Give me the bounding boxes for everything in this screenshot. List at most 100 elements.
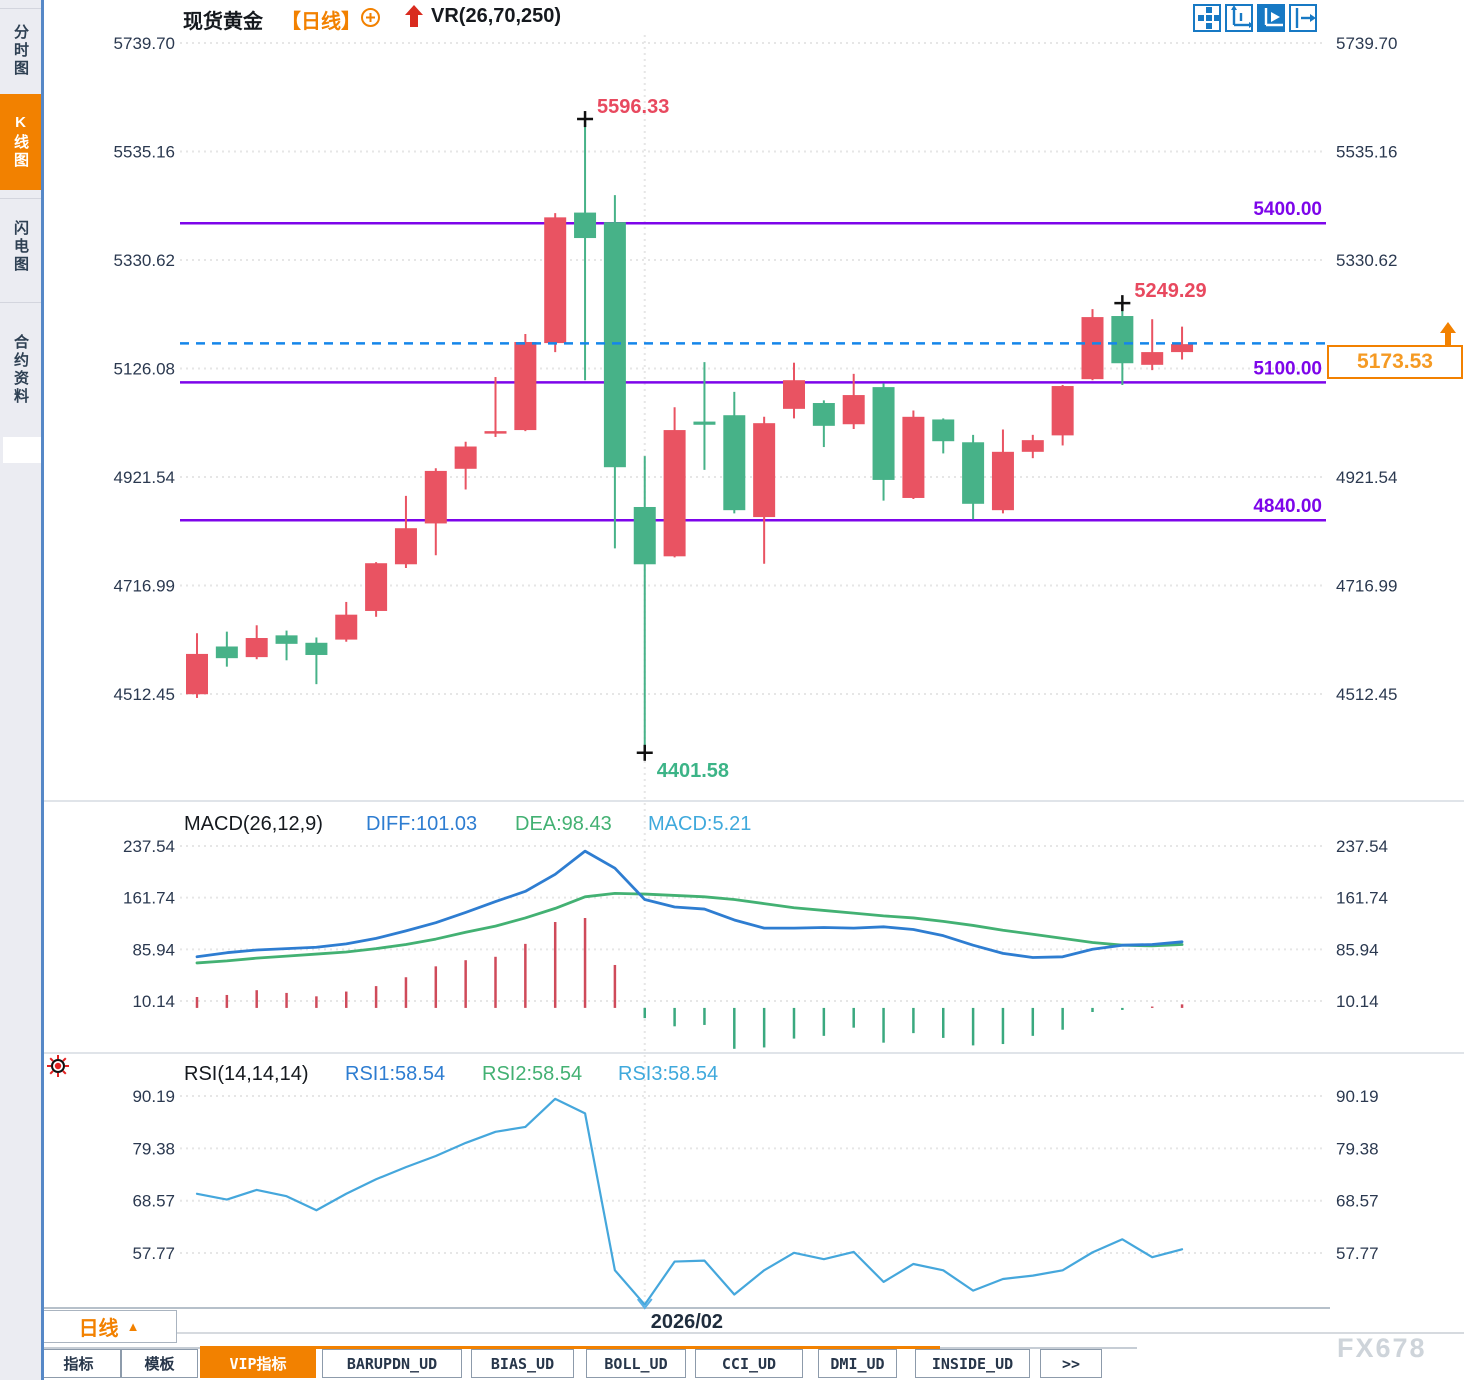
macd-tick-right: 237.54 — [1336, 837, 1388, 856]
candle-body — [186, 653, 208, 695]
indicator-tab-1[interactable]: 指标 — [36, 1349, 121, 1378]
support-resistance-label: 4840.00 — [1253, 496, 1322, 517]
date-tick-marker — [636, 1298, 653, 1310]
rsi-tick-right: 57.77 — [1336, 1244, 1379, 1263]
sidebar: 分时图 K线图闪电图合约资料 — [0, 0, 44, 1380]
rsi2-value: RSI2:58.54 — [482, 1063, 582, 1085]
candle-body — [245, 638, 268, 658]
rsi-tick-right: 68.57 — [1336, 1192, 1379, 1211]
sidebar-tab-4[interactable]: 合约资料 — [0, 302, 41, 437]
indicator-tab-3[interactable]: VIP指标 — [200, 1349, 316, 1378]
indicator-title: VR(26,70,250) — [431, 5, 562, 27]
price-tick-left: 4921.54 — [114, 468, 175, 487]
rsi-tick-left: 79.38 — [132, 1139, 175, 1158]
candle-body — [932, 419, 955, 442]
rsi-tick-right: 90.19 — [1336, 1087, 1379, 1106]
indicator-tab-8[interactable]: DMI_UD — [818, 1349, 897, 1378]
macd-dea-value: DEA:98.43 — [515, 813, 612, 835]
rsi3-value: RSI3:58.54 — [618, 1063, 718, 1085]
indicator-tab-2[interactable]: 模板 — [121, 1349, 198, 1378]
rsi-tick-left: 57.77 — [132, 1244, 175, 1263]
watermark: FX678 — [1337, 1333, 1427, 1363]
symbol-title: 现货黄金 — [183, 11, 263, 33]
candle-body — [1171, 344, 1194, 353]
indicator-tab-6[interactable]: BOLL_UD — [586, 1349, 686, 1378]
rsi-tick-left: 68.57 — [132, 1192, 175, 1211]
candle-body — [544, 217, 567, 344]
price-tick-left: 5330.62 — [114, 251, 175, 270]
candle-body — [514, 342, 537, 431]
candle-body — [424, 470, 447, 524]
price-tick-left: 5126.08 — [114, 359, 175, 378]
candle-body — [1081, 317, 1104, 380]
sidebar-tab-2[interactable]: K线图 — [0, 94, 41, 190]
candle-body — [365, 563, 388, 611]
price-tick-left: 4716.99 — [114, 577, 175, 596]
indicator-tab-9[interactable]: INSIDE_UD — [915, 1349, 1030, 1378]
candle-body — [1141, 352, 1164, 365]
candle-body — [215, 646, 238, 659]
candle-body — [335, 614, 358, 640]
rsi-tick-right: 79.38 — [1336, 1139, 1379, 1158]
axis-play-icon[interactable] — [1257, 4, 1285, 32]
sidebar-bottom-box — [3, 437, 41, 463]
circle-plus-icon[interactable] — [360, 7, 381, 33]
candle-body — [812, 403, 835, 426]
price-tick-left: 4512.45 — [114, 685, 175, 704]
candle-body — [484, 431, 507, 434]
rsi-title: RSI(14,14,14) — [184, 1063, 309, 1085]
price-tick-left: 5535.16 — [114, 142, 175, 161]
period-tag: 【日线】 — [281, 11, 361, 33]
rsi-line — [195, 1097, 1184, 1306]
current-price-label: 5173.53 — [1327, 345, 1463, 379]
collapse-right-icon-glyph — [1295, 8, 1315, 28]
candle-body — [693, 421, 716, 425]
triangle-up-icon: ▲ — [126, 1319, 140, 1334]
indicator-tab-4[interactable]: BARUPDN_UD — [322, 1349, 462, 1378]
candle-body — [1051, 386, 1074, 436]
pan-icon[interactable] — [1193, 4, 1221, 32]
macd-tick-right: 161.74 — [1336, 889, 1388, 908]
candle-body — [723, 415, 746, 511]
pan-icon-glyph — [1198, 7, 1219, 29]
axis-zoom-icon[interactable] — [1225, 4, 1253, 32]
candle-body — [454, 446, 477, 469]
collapse-right-icon[interactable] — [1289, 4, 1317, 32]
candle-body — [783, 380, 805, 409]
candle-body — [633, 506, 656, 565]
macd-diff-value: DIFF:101.03 — [366, 813, 477, 835]
macd-tick-left: 161.74 — [123, 889, 175, 908]
sidebar-tab-3[interactable]: 闪电图 — [0, 198, 41, 295]
price-tick-right: 5535.16 — [1336, 142, 1397, 161]
indicator-tab-7[interactable]: CCI_UD — [695, 1349, 803, 1378]
indicator-tab-5[interactable]: BIAS_UD — [471, 1349, 574, 1378]
period-selector[interactable]: 日线 ▲ — [41, 1310, 177, 1343]
candle-body — [1111, 316, 1134, 364]
diff-line — [195, 849, 1184, 959]
indicator-settings-icon[interactable] — [46, 1054, 70, 1083]
price-tick-left: 5739.70 — [114, 34, 175, 53]
red-up-arrow-icon — [404, 4, 425, 34]
candle-body — [962, 442, 985, 504]
macd-tick-left: 10.14 — [132, 992, 175, 1011]
candle-body — [842, 395, 865, 425]
macd-tick-right: 10.14 — [1336, 992, 1379, 1011]
support-resistance-label: 5400.00 — [1253, 199, 1322, 220]
indicator-tab-10[interactable]: >> — [1040, 1349, 1102, 1378]
candle-body — [663, 430, 686, 557]
dea-line — [195, 891, 1184, 965]
axis-zoom-icon-glyph — [1231, 5, 1251, 28]
sidebar-tab-1[interactable]: 分时图 — [0, 8, 41, 93]
price-up-arrow-icon — [1438, 320, 1458, 351]
rsi-tick-left: 90.19 — [132, 1087, 175, 1106]
macd-hist-value: MACD:5.21 — [648, 813, 751, 835]
macd-tick-left: 237.54 — [123, 837, 175, 856]
price-tick-right: 4512.45 — [1336, 685, 1397, 704]
candle-body — [275, 635, 298, 644]
macd-tick-left: 85.94 — [132, 940, 175, 959]
high-price-annotation: 5596.33 — [597, 96, 669, 118]
price-tick-right: 4921.54 — [1336, 468, 1397, 487]
horizontal-scrollbar[interactable] — [200, 1346, 940, 1349]
candle-body — [902, 416, 925, 498]
